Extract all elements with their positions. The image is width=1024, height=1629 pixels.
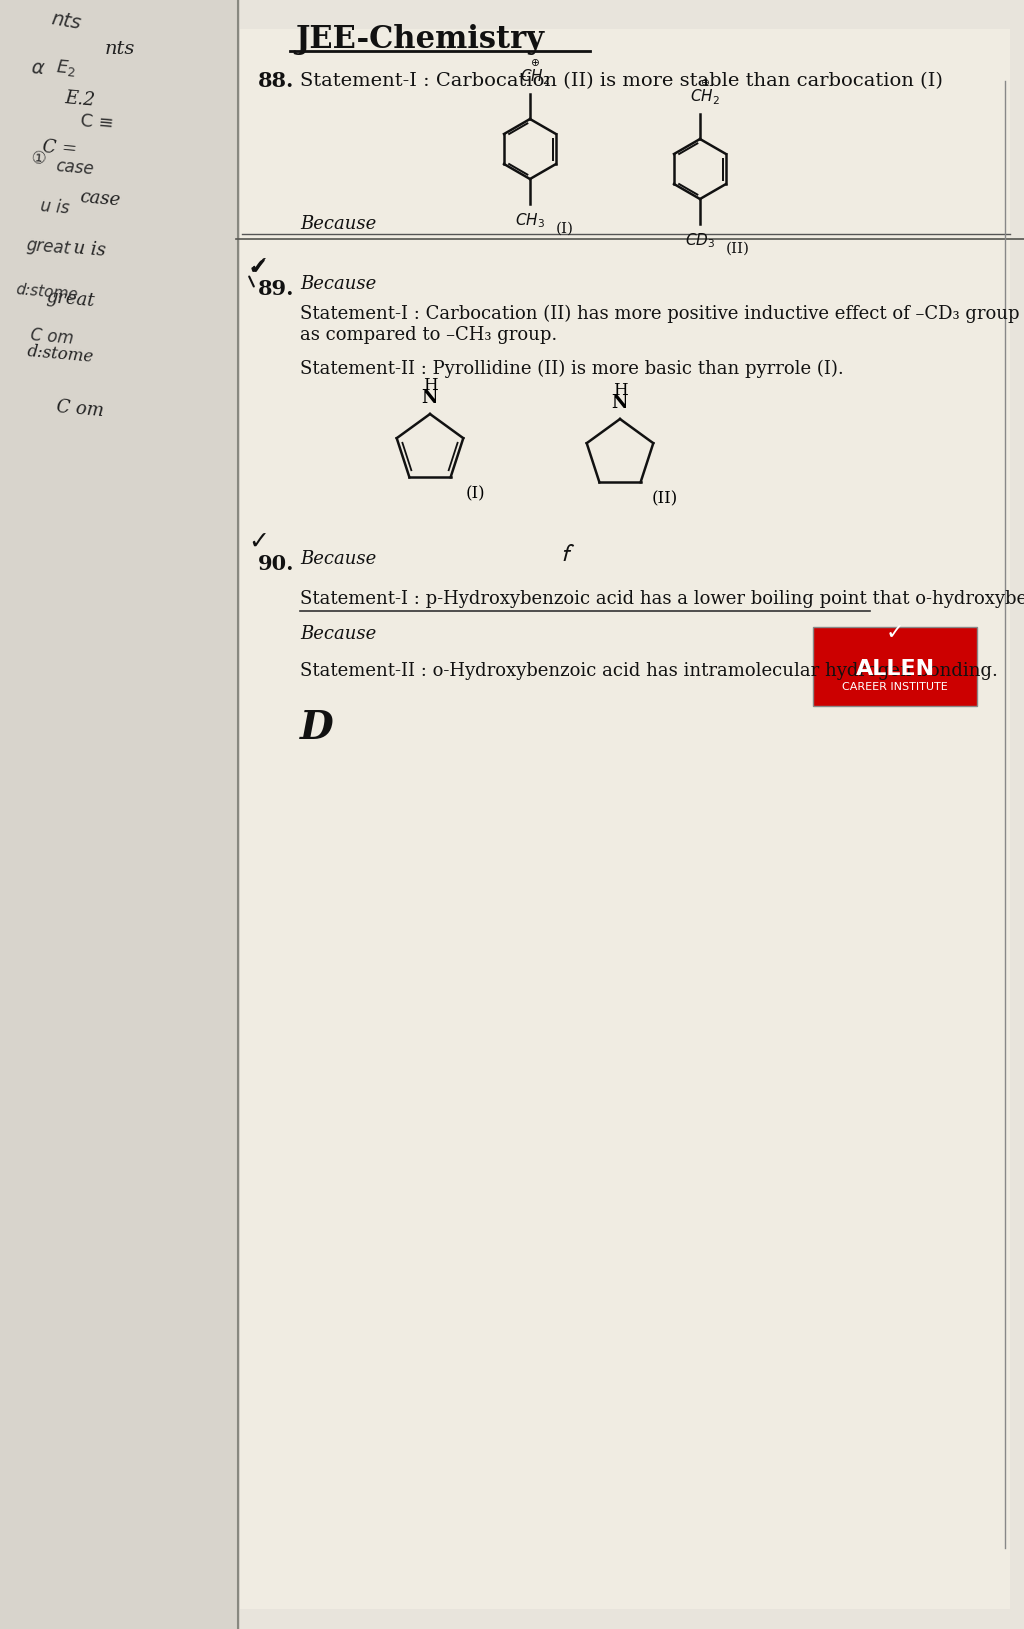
Text: ✓: ✓: [248, 529, 269, 554]
Text: d:stome: d:stome: [15, 282, 79, 301]
Text: $\overset{\oplus}{CH_2}$: $\overset{\oplus}{CH_2}$: [690, 78, 720, 108]
Text: $CD_3$: $CD_3$: [685, 231, 715, 249]
Text: $\overset{\oplus}{CH_2}$: $\overset{\oplus}{CH_2}$: [520, 57, 550, 86]
Text: Statement-II : Pyrollidine (II) is more basic than pyrrole (I).: Statement-II : Pyrollidine (II) is more …: [300, 360, 844, 378]
Text: C om: C om: [55, 397, 104, 420]
Text: 90.: 90.: [258, 554, 295, 573]
Text: C =: C =: [42, 138, 78, 160]
Text: N: N: [611, 394, 629, 412]
Text: 88.: 88.: [258, 72, 294, 91]
Text: case: case: [55, 156, 94, 178]
Text: ALLEN: ALLEN: [855, 660, 935, 679]
Text: Statement-I : Carbocation (II) has more positive inductive effect of –CD₃ group : Statement-I : Carbocation (II) has more …: [300, 305, 1020, 344]
FancyBboxPatch shape: [0, 0, 240, 1629]
Text: nts: nts: [50, 10, 83, 33]
Text: N: N: [422, 389, 438, 407]
Text: case: case: [79, 189, 121, 210]
Text: 89.: 89.: [258, 279, 295, 300]
Text: (I): (I): [465, 485, 484, 502]
Text: $\mathcal{f}$: $\mathcal{f}$: [560, 542, 575, 565]
Text: E.2: E.2: [65, 88, 96, 109]
Text: u is: u is: [73, 238, 106, 259]
Text: great: great: [45, 288, 95, 310]
Text: ✓: ✓: [248, 256, 269, 279]
Text: Statement-I : p-Hydroxybenzoic acid has a lower boiling point that o-hydroxybenz: Statement-I : p-Hydroxybenzoic acid has …: [300, 590, 1024, 608]
Text: $\alpha$: $\alpha$: [30, 57, 46, 78]
Text: ✓: ✓: [248, 257, 266, 279]
Text: ✓: ✓: [250, 257, 268, 279]
FancyBboxPatch shape: [813, 627, 977, 705]
Text: u is: u is: [40, 197, 71, 218]
Text: (I): (I): [556, 222, 574, 236]
Text: nts: nts: [104, 41, 135, 59]
Text: $CH_3$: $CH_3$: [515, 212, 545, 230]
Text: d:stome: d:stome: [26, 342, 94, 365]
Text: Statement-I : Carbocation (II) is more stable than carbocation (I): Statement-I : Carbocation (II) is more s…: [300, 72, 943, 90]
Text: D: D: [300, 709, 334, 748]
Text: ✓: ✓: [886, 622, 904, 643]
Text: Because: Because: [300, 215, 376, 233]
Text: C ≡: C ≡: [80, 112, 115, 134]
Text: JEE-Chemistry: JEE-Chemistry: [296, 23, 545, 54]
Text: CAREER INSTITUTE: CAREER INSTITUTE: [842, 683, 948, 692]
Text: (II): (II): [652, 490, 678, 508]
Text: Because: Because: [300, 626, 376, 643]
Text: great: great: [25, 236, 71, 257]
Text: Because: Because: [300, 275, 376, 293]
Text: (II): (II): [726, 243, 750, 256]
Text: H: H: [423, 376, 437, 394]
Text: Statement-II : o-Hydroxybenzoic acid has intramolecular hydrogen bonding.: Statement-II : o-Hydroxybenzoic acid has…: [300, 661, 997, 679]
Text: Because: Because: [300, 551, 376, 569]
Text: $E_2$: $E_2$: [55, 57, 77, 78]
Text: H: H: [612, 381, 628, 399]
FancyBboxPatch shape: [230, 29, 1010, 1609]
Text: C om: C om: [30, 326, 75, 349]
Text: ①: ①: [30, 148, 46, 168]
